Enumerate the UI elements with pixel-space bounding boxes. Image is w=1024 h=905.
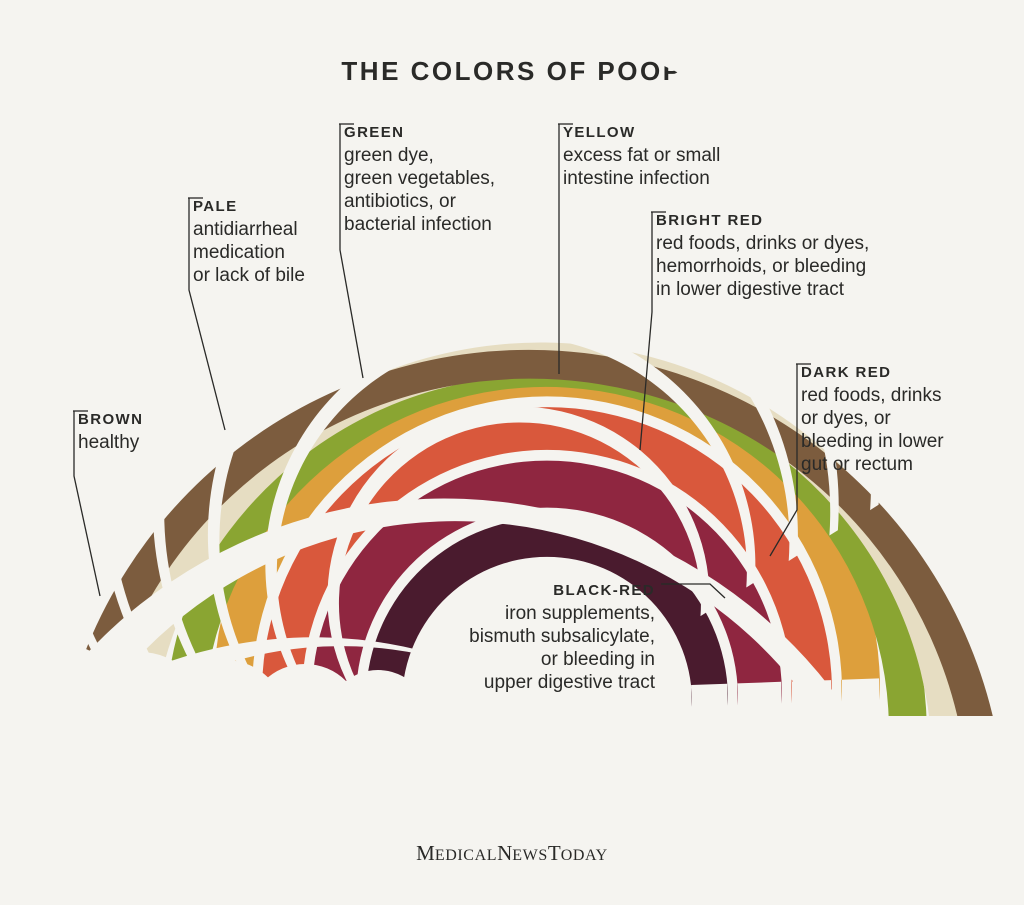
label-line-brightred-2: in lower digestive tract xyxy=(656,279,845,300)
label-line-darkred-2: bleeding in lower xyxy=(801,431,944,452)
label-heading-brightred: BRIGHT RED xyxy=(656,212,763,229)
label-line-blackred-1: bismuth subsalicylate, xyxy=(469,626,655,647)
label-heading-brown: BROWN xyxy=(78,411,143,428)
label-heading-darkred: DARK RED xyxy=(801,364,891,381)
label-line-pale-2: or lack of bile xyxy=(193,265,305,286)
label-line-darkred-3: gut or rectum xyxy=(801,454,913,475)
label-line-green-2: antibiotics, or xyxy=(344,191,457,212)
label-heading-pale: PALE xyxy=(193,198,238,215)
label-brown: BROWN healthy xyxy=(78,411,143,453)
cloud-bubble-6 xyxy=(455,682,535,762)
label-line-blackred-2: or bleeding in xyxy=(541,649,655,670)
label-line-green-1: green vegetables, xyxy=(344,168,495,189)
label-heading-blackred: BLACK-RED xyxy=(553,582,655,599)
label-line-brown-0: healthy xyxy=(78,432,140,453)
page-title: THE COLORS OF POOP xyxy=(341,56,682,86)
label-line-yellow-0: excess fat or small xyxy=(563,145,720,166)
label-line-blackred-0: iron supplements, xyxy=(505,603,655,624)
label-line-green-0: green dye, xyxy=(344,145,434,166)
label-line-pale-0: antidiarrheal xyxy=(193,219,298,240)
label-line-brightred-0: red foods, drinks or dyes, xyxy=(656,233,869,254)
label-line-pale-1: medication xyxy=(193,242,285,263)
label-line-green-3: bacterial infection xyxy=(344,214,492,235)
label-heading-green: GREEN xyxy=(344,124,404,141)
label-line-brightred-1: hemorrhoids, or bleeding xyxy=(656,256,866,277)
label-heading-yellow: YELLOW xyxy=(563,124,636,141)
label-line-blackred-3: upper digestive tract xyxy=(484,672,656,693)
label-line-darkred-1: or dyes, or xyxy=(801,408,891,429)
label-line-darkred-0: red foods, drinks xyxy=(801,385,941,406)
label-line-yellow-1: intestine infection xyxy=(563,168,710,189)
infographic-canvas: THE COLORS OF POOP BROWN healthy PALE antidi… xyxy=(0,0,1024,905)
